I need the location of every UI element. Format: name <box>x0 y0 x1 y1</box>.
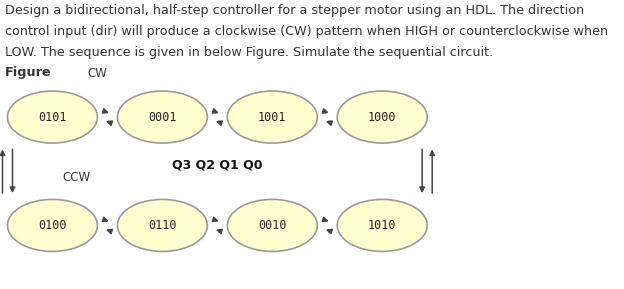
Text: LOW. The sequence is given in below Figure. Simulate the sequential circuit.: LOW. The sequence is given in below Figu… <box>5 46 493 59</box>
Text: 1000: 1000 <box>368 111 396 123</box>
Text: Figure: Figure <box>5 66 52 79</box>
Text: 0001: 0001 <box>148 111 177 123</box>
Text: 1001: 1001 <box>258 111 286 123</box>
Text: CCW: CCW <box>62 171 90 184</box>
Circle shape <box>7 199 97 251</box>
Text: CW: CW <box>87 67 107 80</box>
Circle shape <box>117 91 207 143</box>
Circle shape <box>227 199 317 251</box>
Text: 1010: 1010 <box>368 219 396 232</box>
Text: 0010: 0010 <box>258 219 286 232</box>
Text: control input (dir) will produce a clockwise (CW) pattern when HIGH or countercl: control input (dir) will produce a clock… <box>5 25 608 38</box>
Text: 0100: 0100 <box>38 219 67 232</box>
Text: Design a bidirectional, half-step controller for a stepper motor using an HDL. T: Design a bidirectional, half-step contro… <box>5 4 584 17</box>
Text: Q3 Q2 Q1 Q0: Q3 Q2 Q1 Q0 <box>172 159 263 172</box>
Circle shape <box>337 91 427 143</box>
Circle shape <box>117 199 207 251</box>
Text: 0110: 0110 <box>148 219 177 232</box>
Circle shape <box>227 91 317 143</box>
Text: 0101: 0101 <box>38 111 67 123</box>
Circle shape <box>7 91 97 143</box>
Circle shape <box>337 199 427 251</box>
